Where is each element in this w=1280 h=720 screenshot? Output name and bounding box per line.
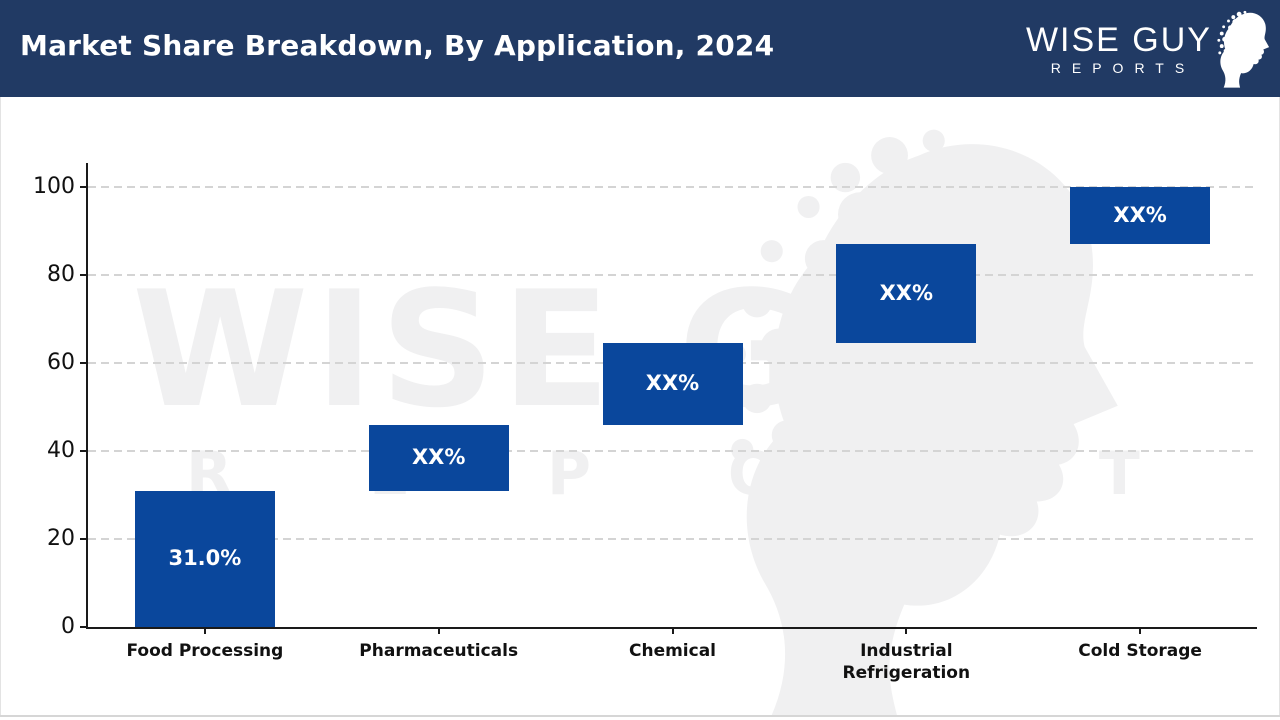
- category-label: Food Processing: [126, 641, 284, 661]
- y-tick-label: 100: [33, 174, 75, 199]
- bar: [836, 244, 977, 344]
- y-tick-mark: [80, 626, 87, 628]
- x-tick-mark: [1139, 627, 1142, 634]
- brand-logo: WISE GUY REPORTS: [1026, 10, 1272, 88]
- y-tick-mark: [80, 274, 87, 276]
- bar: [134, 490, 275, 627]
- y-tick-mark: [80, 450, 87, 452]
- x-tick-mark: [437, 627, 440, 634]
- bar: [602, 343, 743, 425]
- gridline: [88, 186, 1257, 188]
- y-tick-label: 20: [47, 526, 75, 551]
- bar-value-label: XX%: [879, 280, 934, 305]
- category-label: Chemical: [628, 641, 717, 661]
- bottom-border: [0, 715, 1280, 717]
- bar-value-label: XX%: [645, 370, 700, 395]
- gridline: [88, 274, 1257, 276]
- category-label: Industrial Refrigeration: [842, 641, 971, 684]
- y-tick-label: 40: [47, 438, 75, 463]
- logo-wordmark: WISE GUY REPORTS: [1026, 23, 1212, 75]
- logo-head-icon: [1217, 10, 1270, 88]
- header-background: [0, 0, 1280, 97]
- y-tick-mark: [80, 186, 87, 188]
- bar: [1070, 187, 1211, 245]
- y-tick-mark: [80, 362, 87, 364]
- y-tick-label: 60: [47, 350, 75, 375]
- logo-text-reports: REPORTS: [1050, 59, 1196, 76]
- bar: [368, 424, 509, 491]
- logo-text-wiseguy: WISE GUY: [1025, 20, 1212, 59]
- gridline: [88, 538, 1257, 540]
- y-tick-mark: [80, 538, 87, 540]
- gridline: [88, 450, 1257, 452]
- bar-value-label: 31.0%: [168, 545, 242, 570]
- x-tick-mark: [671, 627, 674, 634]
- y-tick-label: 0: [61, 614, 75, 639]
- left-border: [0, 97, 1, 717]
- header: Market Share Breakdown, By Application, …: [0, 0, 1280, 97]
- x-tick-mark: [203, 627, 206, 634]
- y-axis-line: [86, 163, 88, 629]
- y-tick-label: 80: [47, 262, 75, 287]
- category-label: Cold Storage: [1078, 641, 1202, 661]
- bar-value-label: XX%: [411, 444, 466, 469]
- x-tick-mark: [905, 627, 908, 634]
- page-title: Market Share Breakdown, By Application, …: [20, 29, 775, 63]
- category-label: Pharmaceuticals: [359, 641, 519, 661]
- bar-value-label: XX%: [1113, 202, 1167, 227]
